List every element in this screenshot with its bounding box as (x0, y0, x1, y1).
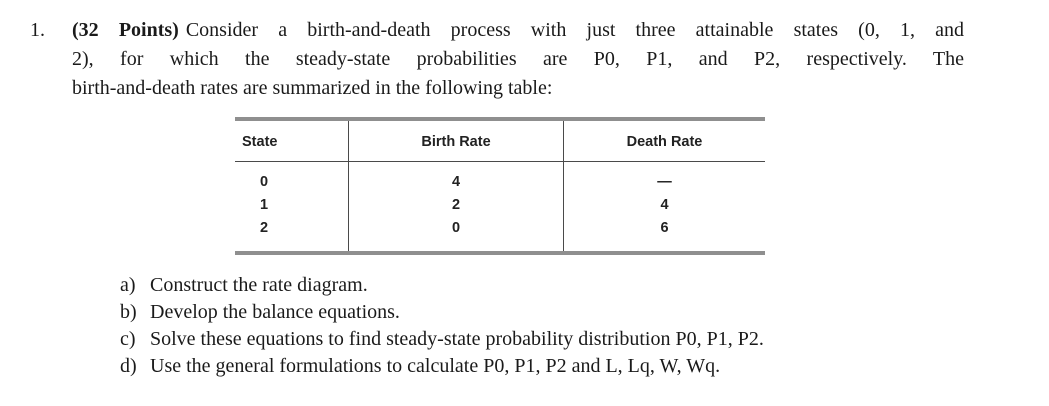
statement-line-2: 2), for which the steady-state probabili… (72, 48, 964, 70)
question-b: b) Develop the balance equations. (120, 299, 964, 326)
table-header-birth-rate: Birth Rate (348, 121, 563, 162)
table-cell-birth-rate-2: 0 (348, 217, 563, 251)
question-a-label: a) (120, 274, 136, 296)
problem-number: 1. (30, 19, 45, 41)
question-c: c) Solve these equations to find steady-… (120, 326, 964, 353)
table-header-death-rate: Death Rate (563, 121, 765, 162)
question-d-text: Use the general formulations to calculat… (150, 355, 721, 377)
table-cell-birth-rate-0: 4 (348, 162, 563, 194)
table-cell-birth-rate-1: 2 (348, 194, 563, 217)
question-list: a) Construct the rate diagram. b) Develo… (120, 272, 964, 380)
table-cell-state-0: 0 (235, 162, 348, 194)
table-cell-death-rate-1: 4 (563, 194, 765, 217)
question-c-label: c) (120, 328, 136, 350)
points-label: (32 Points) (72, 19, 179, 41)
question-c-text: Solve these equations to find steady-sta… (150, 328, 764, 350)
table-cell-death-rate-2: 6 (563, 217, 765, 251)
table-cell-state-2: 2 (235, 217, 348, 251)
statement-line-1-text: Consider a birth-and-death process with … (185, 19, 965, 41)
question-a-text: Construct the rate diagram. (150, 274, 368, 296)
question-d: d) Use the general formulations to calcu… (120, 353, 964, 380)
table-cell-state-1: 1 (235, 194, 348, 217)
rates-table: State Birth Rate Death Rate 0 4 — 1 2 4 … (235, 117, 765, 255)
table-cell-death-rate-0: — (563, 162, 765, 194)
statement-line-1: (32 Points) Consider a birth-and-death pr… (72, 16, 964, 45)
question-b-label: b) (120, 301, 137, 323)
problem-block: 1. (32 Points) Consider a birth-and-death… (30, 16, 1049, 380)
question-a: a) Construct the rate diagram. (120, 272, 964, 299)
question-d-label: d) (120, 355, 137, 377)
table-header-state: State (235, 121, 348, 162)
question-b-text: Develop the balance equations. (150, 301, 400, 323)
problem-statement: (32 Points) Consider a birth-and-death pr… (72, 16, 964, 380)
statement-line-3: birth-and-death rates are summarized in … (72, 77, 553, 99)
